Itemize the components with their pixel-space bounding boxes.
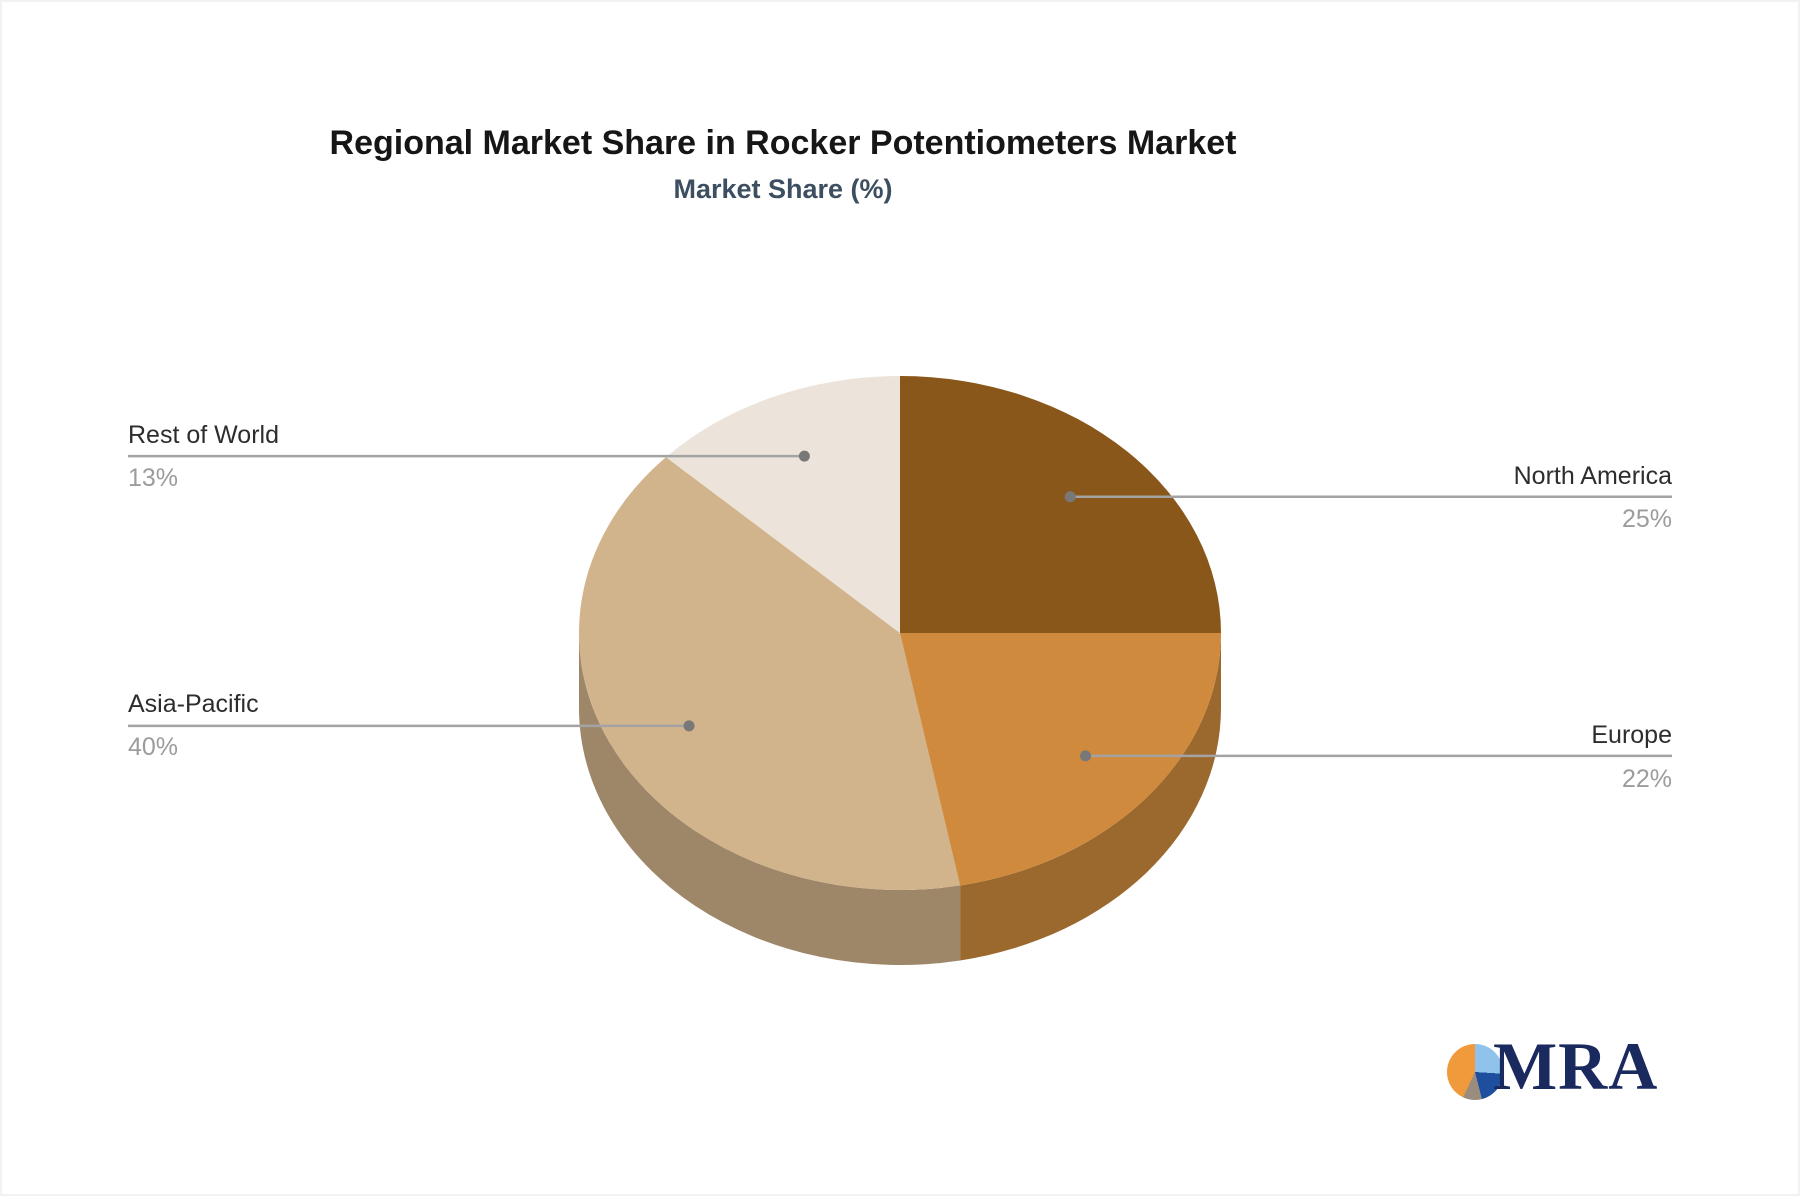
pie-slice-rest-of-world[interactable] bbox=[666, 376, 900, 633]
pie-slice-side-europe bbox=[960, 633, 1221, 961]
leader-dot-north-america bbox=[1064, 491, 1076, 503]
chart-title: Regional Market Share in Rocker Potentio… bbox=[329, 124, 1237, 162]
chart-header: Regional Market Share in Rocker Potentio… bbox=[0, 122, 1566, 206]
pie-slice-europe[interactable] bbox=[900, 633, 1221, 886]
chart-subtitle: Market Share (%) bbox=[673, 174, 893, 204]
pie-slice-side-asia-pacific bbox=[579, 633, 961, 966]
slice-name-label: Rest of World bbox=[128, 421, 279, 449]
pie-slice-north-america[interactable] bbox=[900, 376, 1221, 633]
slice-percent-label: 25% bbox=[1621, 505, 1672, 533]
slice-name-label: North America bbox=[1513, 462, 1672, 490]
slice-name-label: Asia-Pacific bbox=[128, 690, 259, 718]
logo-text: MRA bbox=[1493, 1028, 1659, 1104]
leader-dot-asia-pacific bbox=[683, 720, 695, 732]
leader-dot-europe bbox=[1080, 750, 1092, 762]
pie-chart-logo-icon bbox=[1447, 1044, 1503, 1100]
pie-slice-asia-pacific[interactable] bbox=[579, 457, 961, 890]
slice-name-label: Europe bbox=[1591, 721, 1672, 749]
slice-percent-label: 22% bbox=[1621, 765, 1672, 793]
slice-percent-label: 40% bbox=[128, 733, 179, 761]
slice-percent-label: 13% bbox=[128, 464, 179, 492]
leader-dot-rest-of-world bbox=[798, 450, 810, 462]
